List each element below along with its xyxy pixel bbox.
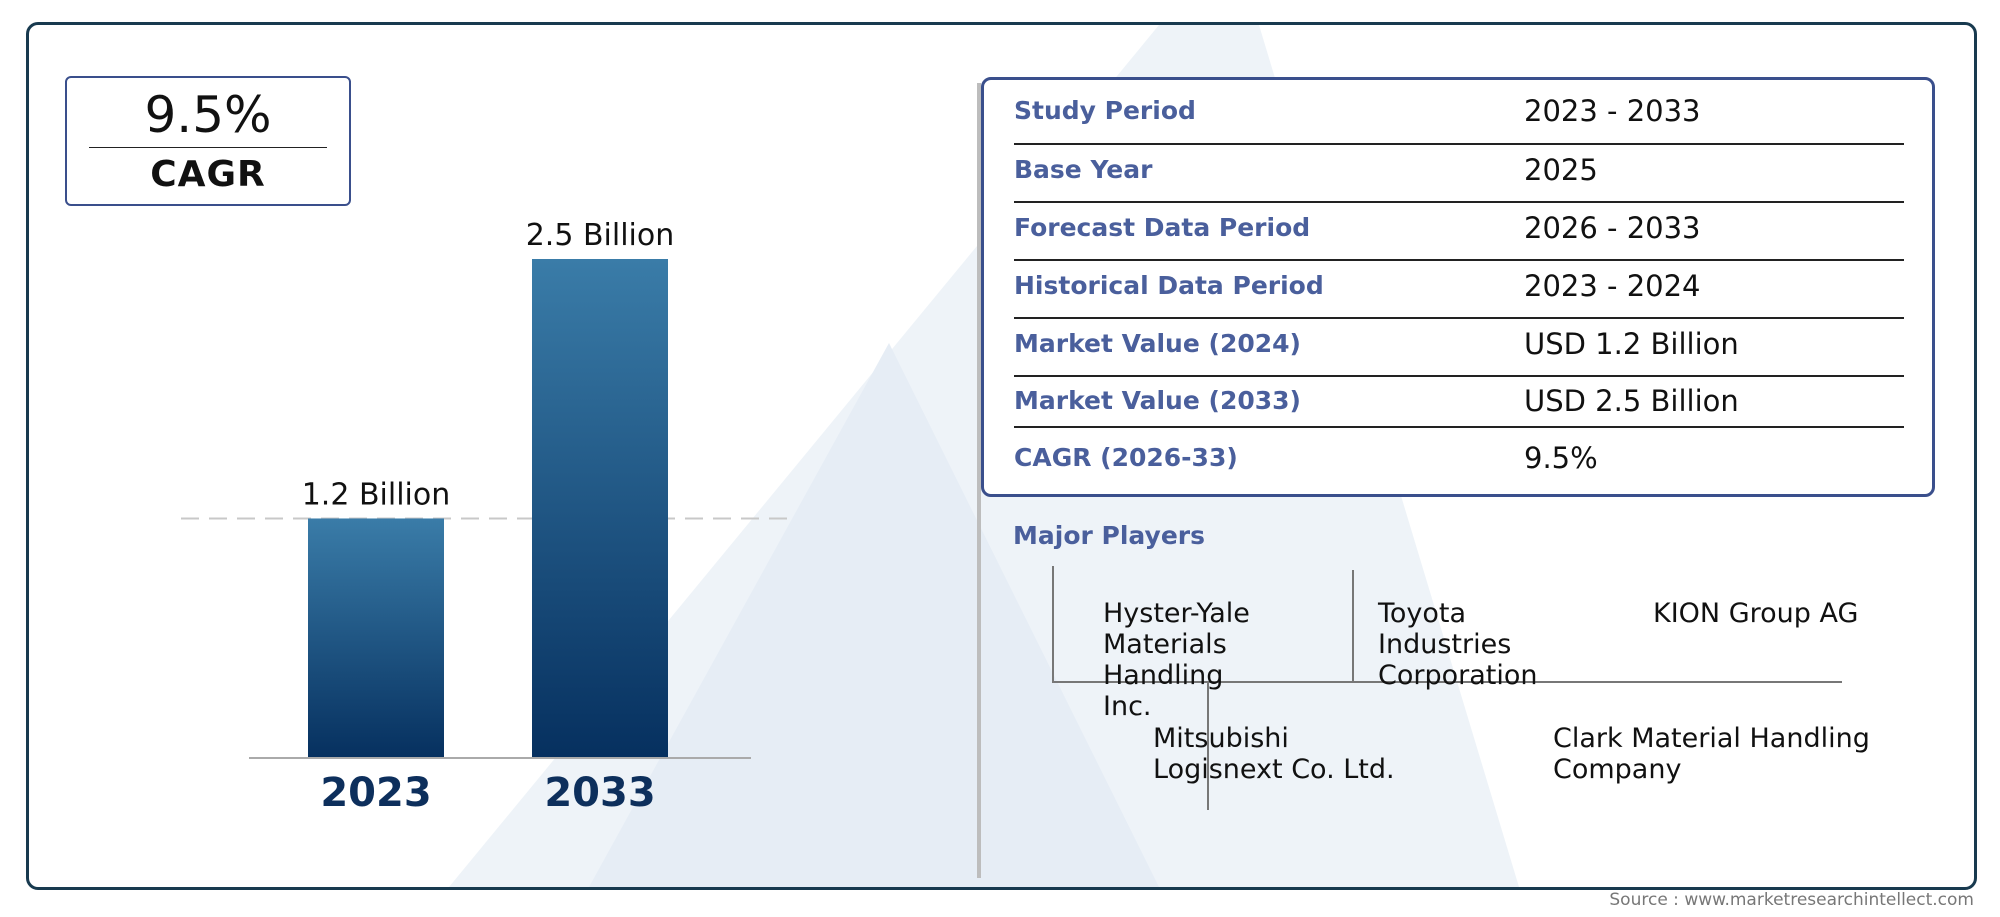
cagr-value: 9.5%: [144, 86, 272, 144]
info-value: 9.5%: [1524, 441, 1598, 475]
market-info-table: Study Period 2023 - 2033 Base Year 2025 Fore…: [981, 77, 1935, 497]
source-note: Source : www.marketresearchintellect.com: [1609, 890, 1974, 910]
info-key: Market Value (2033): [1014, 386, 1301, 415]
info-value: USD 1.2 Billion: [1524, 327, 1739, 361]
info-separator: [1014, 143, 1904, 145]
player-name: KION Group AG: [1653, 598, 1859, 629]
info-separator: [1014, 317, 1904, 319]
info-value: 2023 - 2024: [1524, 269, 1701, 303]
bar-chart: 1.2 Billion 2023 2.5 Billion 2033: [181, 218, 791, 816]
info-separator: [1014, 375, 1904, 377]
major-players-title: Major Players: [1013, 521, 1205, 550]
info-value: 2023 - 2033: [1524, 94, 1701, 128]
info-key: Market Value (2024): [1014, 329, 1301, 358]
players-divider: [1352, 570, 1354, 682]
bar-data-label: 1.2 Billion: [302, 477, 451, 512]
cagr-label: CAGR: [150, 154, 266, 195]
info-separator: [1014, 259, 1904, 261]
player-name: Mitsubishi Logisnext Co. Ltd.: [1153, 723, 1395, 785]
x-tick-label: 2023: [320, 770, 431, 816]
cagr-badge: 9.5% CAGR: [65, 76, 351, 206]
info-key: Forecast Data Period: [1014, 213, 1311, 242]
bar-2023: [308, 518, 444, 758]
info-key: Base Year: [1014, 155, 1153, 184]
player-name: Hyster-Yale Materials Handling Inc.: [1103, 598, 1250, 722]
bar-data-label: 2.5 Billion: [526, 218, 675, 253]
info-key: CAGR (2026-33): [1014, 443, 1238, 472]
infographic-frame: 9.5% CAGR 1.2 Billion 2023 2.5 Billion 2033…: [26, 22, 1977, 890]
info-key: Historical Data Period: [1014, 271, 1324, 300]
info-value: USD 2.5 Billion: [1524, 384, 1739, 418]
info-separator: [1014, 201, 1904, 203]
info-value: 2025: [1524, 153, 1598, 187]
bar-2033: [532, 259, 668, 758]
x-tick-label: 2033: [544, 770, 655, 816]
section-divider: [977, 83, 981, 878]
player-name: Toyota Industries Corporation: [1378, 598, 1538, 691]
cagr-rule: [89, 147, 327, 148]
player-name: Clark Material Handling Company: [1553, 723, 1870, 785]
info-key: Study Period: [1014, 96, 1196, 125]
info-separator: [1014, 426, 1904, 428]
info-value: 2026 - 2033: [1524, 211, 1701, 245]
players-divider: [1052, 681, 1842, 683]
players-divider: [1207, 682, 1209, 810]
players-divider: [1052, 566, 1054, 682]
